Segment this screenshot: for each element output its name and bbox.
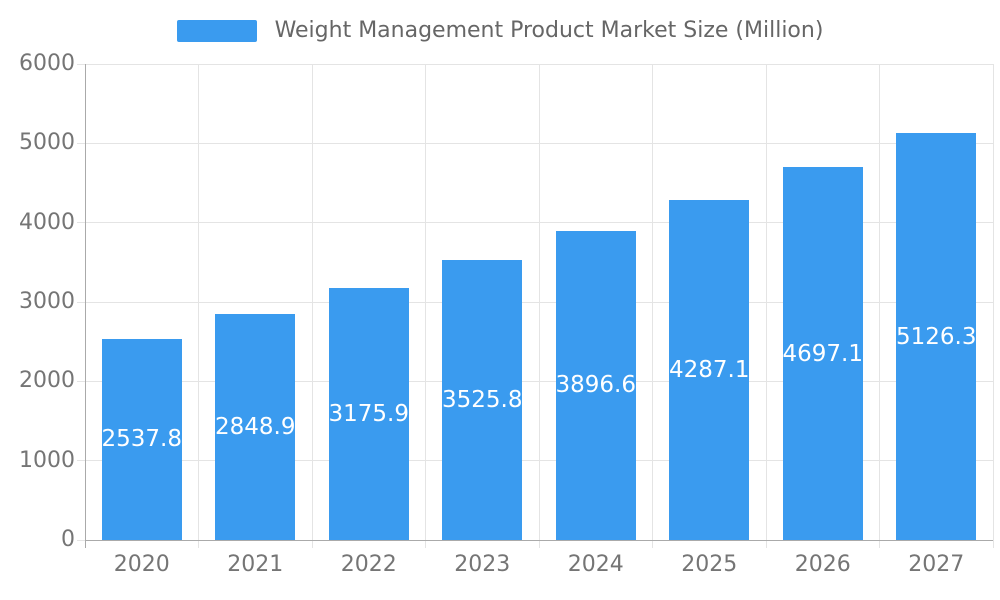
x-axis-tick-6: [765, 540, 767, 548]
bar-value-label: 4287.1: [669, 356, 750, 383]
gridline-v-2: [311, 64, 313, 540]
bar-value-label: 3175.9: [328, 401, 409, 427]
bar-value-label: 2537.8: [101, 426, 182, 453]
x-tick-label-2025: 2025: [681, 552, 738, 577]
y-tick-label-5000: 5000: [19, 130, 75, 156]
x-axis-tick-4: [538, 540, 540, 548]
y-tick-label-0: 0: [61, 527, 75, 552]
y-axis-tick-4000: [77, 222, 85, 224]
bar-value-label: 2848.9: [215, 413, 296, 440]
bar-value-label: 4697.1: [782, 340, 863, 367]
y-axis-tick-3000: [77, 301, 85, 303]
x-tick-label-2026: 2026: [794, 552, 851, 577]
legend-label: Weight Management Product Market Size (M…: [274, 18, 824, 43]
y-tick-label-3000: 3000: [19, 289, 75, 314]
gridline-v-7: [879, 64, 880, 540]
gridline-v-8: [992, 64, 994, 540]
bar-value-label: 3896.6: [555, 372, 636, 399]
y-axis-tick-0: [77, 539, 85, 541]
bar-value-label: 5126.3: [896, 323, 977, 350]
bar-2026[interactable]: 4697.1: [783, 167, 863, 540]
x-axis-tick-2: [311, 540, 313, 548]
bar-2023[interactable]: 3525.8: [442, 260, 523, 540]
bar-2027[interactable]: 5126.3: [896, 133, 977, 540]
x-tick-label-2023: 2023: [454, 552, 511, 577]
y-tick-label-6000: 6000: [19, 51, 75, 76]
x-tick-label-2022: 2022: [340, 552, 397, 577]
bar-value-label: 3525.8: [442, 387, 523, 414]
bar-2021[interactable]: 2848.9: [215, 313, 296, 540]
y-axis-line: [84, 64, 86, 548]
y-tick-label-2000: 2000: [19, 368, 75, 394]
gridline-v-6: [765, 64, 767, 540]
gridline-v-1: [198, 64, 199, 540]
gridline-v-4: [538, 64, 540, 540]
x-tick-label-2027: 2027: [908, 552, 965, 577]
x-axis-tick-8: [992, 540, 994, 548]
y-axis-tick-2000: [77, 380, 85, 382]
y-axis-tick-5000: [77, 142, 85, 144]
bar-2022[interactable]: 3175.9: [329, 288, 409, 540]
gridline-v-3: [425, 64, 426, 540]
x-tick-label-2020: 2020: [113, 552, 170, 577]
x-axis-tick-1: [198, 540, 199, 548]
legend-swatch-icon: [176, 20, 257, 42]
bar-2020[interactable]: 2537.8: [101, 338, 182, 540]
y-tick-label-4000: 4000: [19, 209, 75, 235]
x-axis-tick-7: [879, 540, 880, 548]
x-tick-label-2021: 2021: [227, 552, 284, 577]
bar-2025[interactable]: 4287.1: [669, 199, 750, 540]
x-axis-tick-3: [425, 540, 426, 548]
x-tick-label-2024: 2024: [567, 552, 624, 577]
x-axis-line: [85, 539, 993, 541]
legend-item[interactable]: Weight Management Product Market Size (M…: [0, 18, 1000, 44]
gridline-v-5: [652, 64, 653, 540]
bar-2024[interactable]: 3896.6: [555, 230, 636, 540]
y-tick-label-1000: 1000: [19, 447, 75, 473]
y-axis-tick-1000: [77, 460, 85, 462]
x-axis-tick-5: [652, 540, 653, 548]
y-axis-tick-6000: [77, 63, 85, 65]
